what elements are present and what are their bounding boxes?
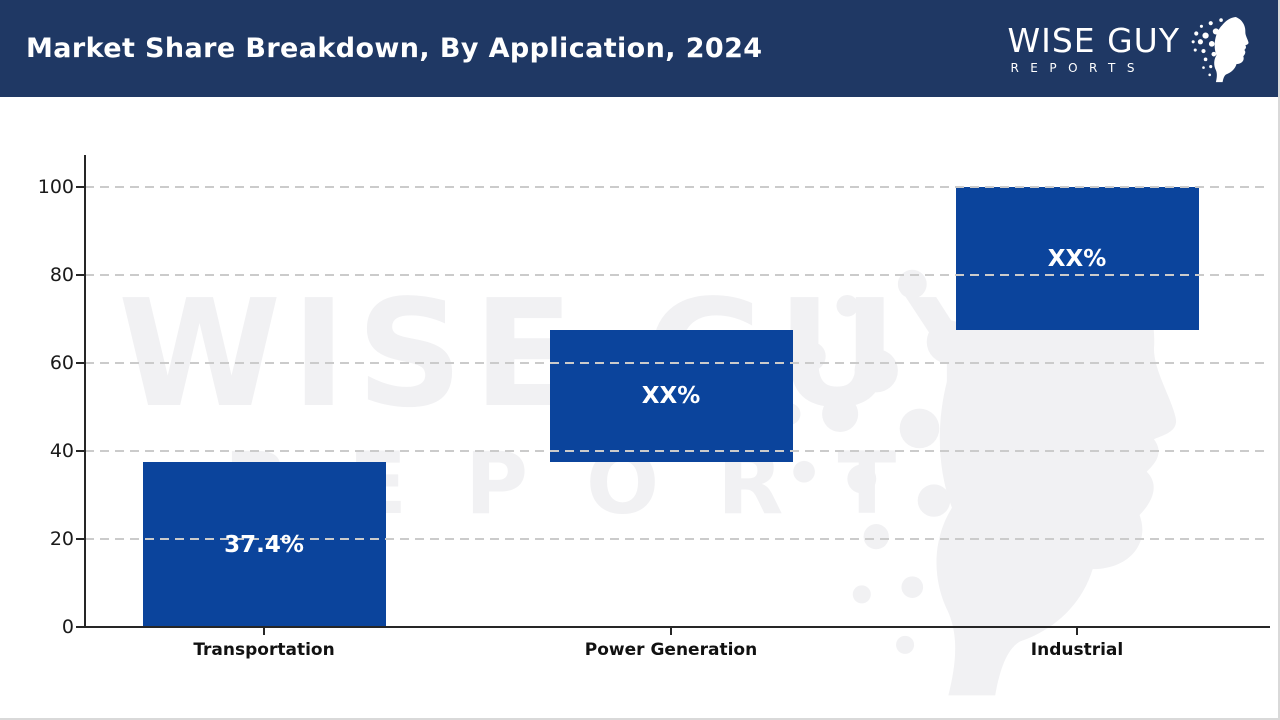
bar-transportation [142,462,386,627]
x-category-label: Transportation [193,640,335,660]
x-category-label: Industrial [1030,640,1124,660]
y-tick-label-60: 60 [49,352,74,374]
x-category-label: Power Generation [584,640,758,660]
bar-value-label: XX% [641,383,701,410]
y-tick-label-100: 100 [37,176,74,198]
y-tick-label-40: 40 [49,440,74,462]
bar-power-generation [549,330,793,463]
chart-title: Market Share Breakdown, By Application, … [26,33,763,64]
y-gridline-20 [85,538,1270,540]
y-tick-label-0: 0 [61,616,74,638]
wiseguy-logo: WISE GUY REPORTS [1007,12,1250,86]
x-axis-spine [84,626,1270,628]
y-gridline-100 [85,186,1270,188]
y-tick-label-20: 20 [49,528,74,550]
x-tick-mark-2 [670,628,672,635]
y-tick-mark-40 [76,450,84,452]
logo-brand-name: WISE GUY [1007,20,1180,60]
y-tick-label-80: 80 [49,264,74,286]
y-tick-mark-60 [76,362,84,364]
y-tick-mark-100 [76,186,84,188]
y-gridline-40 [85,450,1270,452]
logo-brand-subtitle: REPORTS [1010,60,1146,75]
x-tick-mark-1 [263,628,265,635]
y-gridline-60 [85,362,1270,364]
bar-industrial [955,187,1199,331]
bar-value-label: XX% [1047,245,1107,272]
y-tick-mark-0 [76,626,84,628]
y-axis-spine [84,155,86,628]
y-gridline-80 [85,274,1270,276]
bar-value-label: 37.4% [224,531,304,558]
y-tick-mark-20 [76,538,84,540]
x-tick-mark-3 [1076,628,1078,635]
y-tick-mark-80 [76,274,84,276]
header-bar: Market Share Breakdown, By Application, … [0,0,1278,97]
wiseguy-logo-text: WISE GUY REPORTS [1007,24,1180,74]
